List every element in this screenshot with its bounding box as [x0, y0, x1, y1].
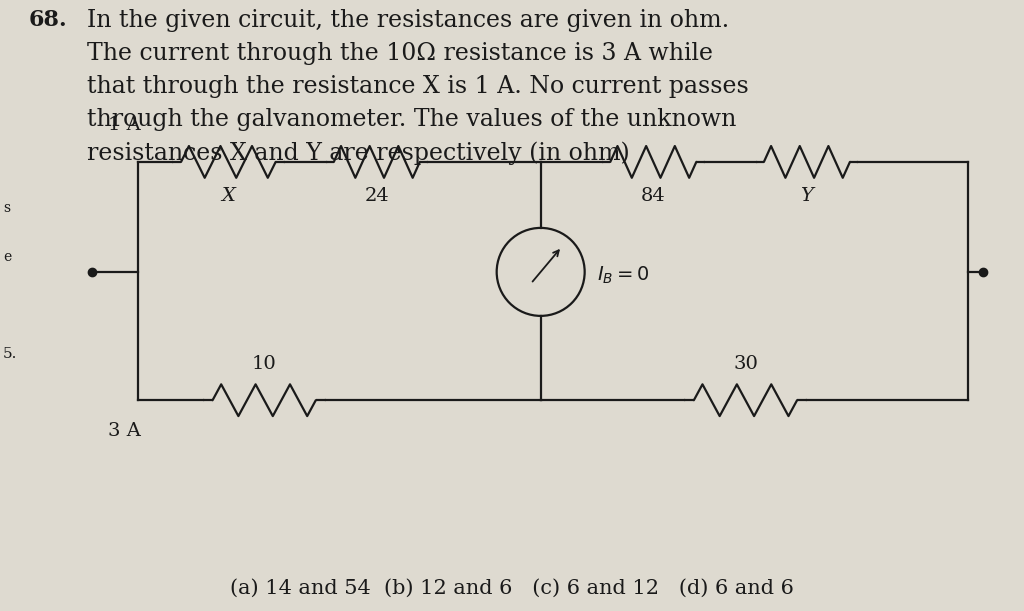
Text: 5.: 5.	[3, 348, 17, 361]
Text: 30: 30	[733, 354, 758, 373]
Text: 10: 10	[252, 354, 276, 373]
Text: 3 A: 3 A	[108, 422, 140, 440]
Text: X: X	[221, 186, 236, 205]
Text: 68.: 68.	[29, 9, 68, 31]
Text: s: s	[3, 201, 10, 214]
Text: (a) 14 and 54  (b) 12 and 6   (c) 6 and 12   (d) 6 and 6: (a) 14 and 54 (b) 12 and 6 (c) 6 and 12 …	[230, 578, 794, 598]
Text: Y: Y	[801, 186, 813, 205]
Text: 24: 24	[365, 186, 389, 205]
Text: 1 A: 1 A	[108, 116, 140, 134]
Text: 84: 84	[641, 186, 666, 205]
Text: In the given circuit, the resistances are given in ohm.
The current through the : In the given circuit, the resistances ar…	[87, 9, 749, 164]
Text: $I_B = 0$: $I_B = 0$	[597, 265, 649, 285]
Text: e: e	[3, 250, 11, 263]
